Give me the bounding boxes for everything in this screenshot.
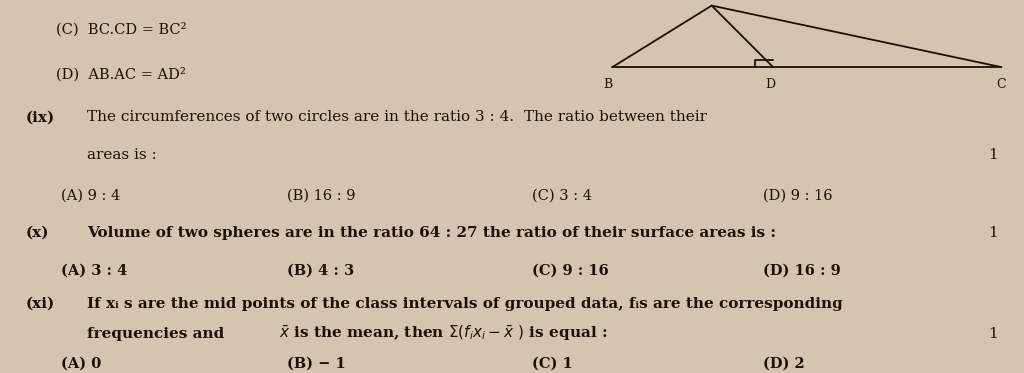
Text: (D) 9 : 16: (D) 9 : 16 [763, 189, 833, 203]
Text: (C) 9 : 16: (C) 9 : 16 [532, 263, 609, 278]
Text: areas is :: areas is : [87, 148, 157, 162]
Text: (D) 16 : 9: (D) 16 : 9 [763, 263, 841, 278]
Text: (A) 0: (A) 0 [61, 357, 101, 371]
Text: (C)  BC.CD = BC²: (C) BC.CD = BC² [56, 23, 186, 37]
Text: D: D [765, 78, 775, 91]
Text: (D)  AB.AC = AD²: (D) AB.AC = AD² [56, 68, 186, 82]
Text: $\bar{x}$ is the mean, then $\Sigma(f_i x_i - \bar{x}\ )$ is equal :: $\bar{x}$ is the mean, then $\Sigma(f_i … [279, 324, 607, 344]
Text: Volume of two spheres are in the ratio 64 : 27 the ratio of their surface areas : Volume of two spheres are in the ratio 6… [87, 226, 776, 240]
Text: (B) 16 : 9: (B) 16 : 9 [287, 189, 355, 203]
Text: B: B [603, 78, 613, 91]
Text: (D) 2: (D) 2 [763, 357, 805, 371]
Text: (xi): (xi) [26, 297, 55, 311]
Text: (C) 1: (C) 1 [532, 357, 573, 371]
Text: (x): (x) [26, 226, 49, 240]
Text: The circumferences of two circles are in the ratio 3 : 4.  The ratio between the: The circumferences of two circles are in… [87, 110, 707, 125]
Text: (B) 4 : 3: (B) 4 : 3 [287, 263, 354, 278]
Text: (A) 9 : 4: (A) 9 : 4 [61, 189, 121, 203]
Text: 1: 1 [988, 226, 998, 240]
Text: (A) 3 : 4: (A) 3 : 4 [61, 263, 128, 278]
Text: (ix): (ix) [26, 110, 55, 125]
Text: frequencies and: frequencies and [87, 327, 229, 341]
Text: 1: 1 [988, 148, 998, 162]
Text: C: C [996, 78, 1007, 91]
Text: If xᵢ s are the mid points of the class intervals of grouped data, fᵢs are the c: If xᵢ s are the mid points of the class … [87, 297, 843, 311]
Text: (C) 3 : 4: (C) 3 : 4 [532, 189, 593, 203]
Text: 1: 1 [988, 327, 998, 341]
Text: (B) − 1: (B) − 1 [287, 357, 345, 371]
